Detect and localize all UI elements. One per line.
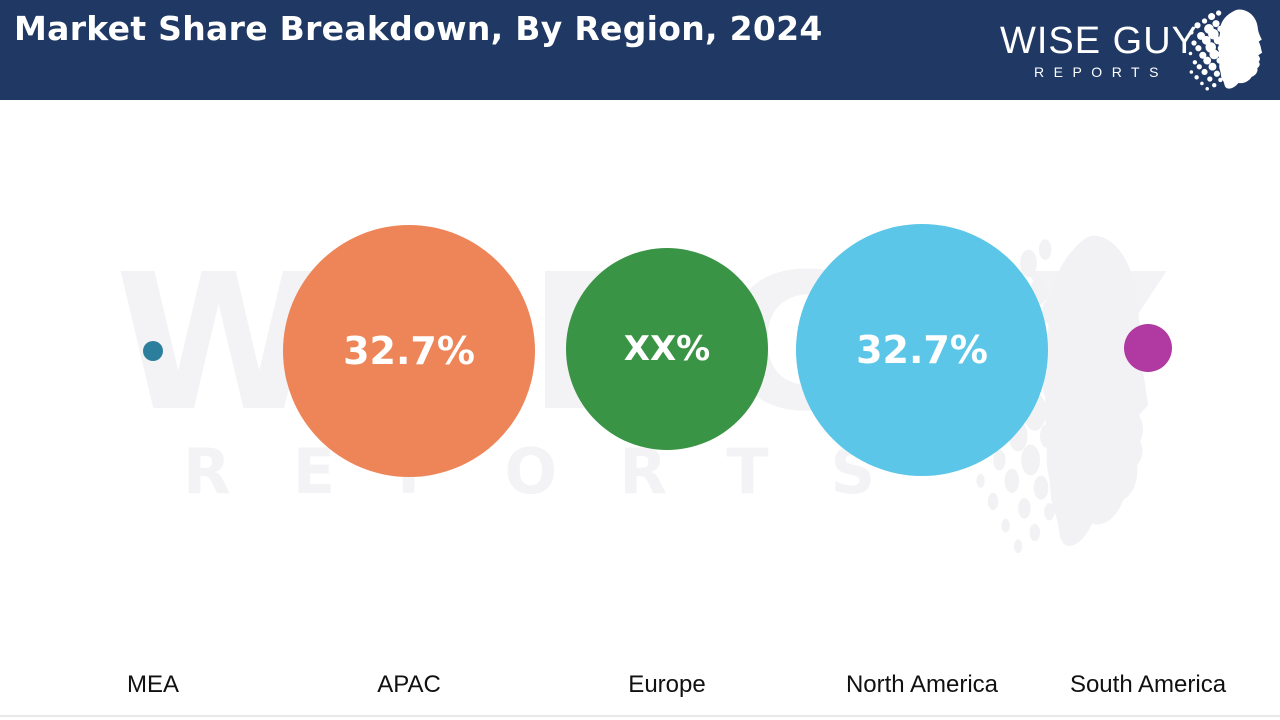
category-label-north-america: North America bbox=[845, 671, 999, 698]
logo-brand-name: WISE GUY bbox=[999, 19, 1198, 62]
bubble-europe: XX% bbox=[566, 248, 768, 450]
category-label-europe: Europe bbox=[628, 671, 706, 698]
logo-brand-sub: REPORTS bbox=[1034, 63, 1168, 80]
category-label-apac: APAC bbox=[377, 671, 441, 698]
bottom-divider-line bbox=[0, 715, 1280, 717]
bubble-mea bbox=[143, 341, 163, 361]
header-bar: Market Share Breakdown, By Region, 2024 … bbox=[0, 0, 1280, 100]
category-label-south-america: South America bbox=[1069, 671, 1227, 698]
bubble-south-america bbox=[1124, 324, 1172, 372]
wise-guy-logo: WISE GUY REPORTS bbox=[1000, 5, 1270, 95]
logo-text: WISE GUY REPORTS bbox=[1000, 21, 1198, 80]
bubble-north-america: 32.7% bbox=[796, 224, 1048, 476]
bubble-value-label: XX% bbox=[623, 329, 711, 369]
bubble-value-label: 32.7% bbox=[856, 328, 988, 372]
category-label-mea: MEA bbox=[126, 671, 180, 698]
bubble-value-label: 32.7% bbox=[343, 329, 475, 373]
watermark-reports-text: REPORTS bbox=[183, 435, 938, 508]
logo-face-icon bbox=[1188, 9, 1263, 91]
page-title: Market Share Breakdown, By Region, 2024 bbox=[14, 9, 823, 48]
bubble-apac: 32.7% bbox=[283, 225, 535, 477]
